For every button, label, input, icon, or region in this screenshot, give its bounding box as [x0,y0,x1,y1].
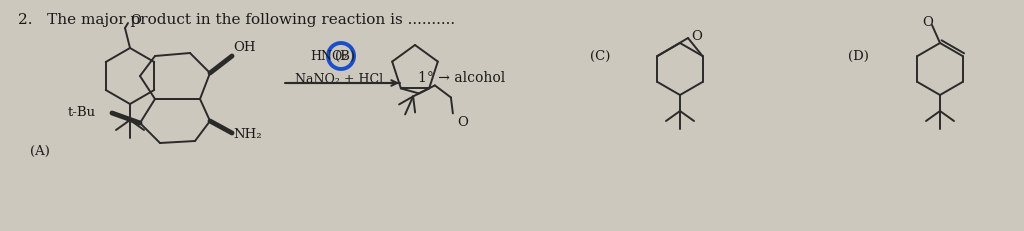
Text: OH: OH [233,41,256,54]
Text: (B): (B) [335,49,355,63]
Text: O: O [457,116,468,129]
Text: t-Bu: t-Bu [68,106,96,119]
Text: (C): (C) [590,49,610,63]
Text: NH₂: NH₂ [233,128,261,142]
Text: O: O [130,13,141,27]
Text: HNO₂: HNO₂ [310,50,347,63]
Text: 1° → alcohol: 1° → alcohol [418,71,505,85]
Text: O: O [691,30,701,43]
Text: O: O [922,15,933,28]
Text: (A): (A) [30,145,50,158]
Text: 2.   The major product in the following reaction is ..........: 2. The major product in the following re… [18,13,455,27]
Text: NaNO₂ + HCl: NaNO₂ + HCl [295,73,383,86]
Text: (D): (D) [848,49,869,63]
